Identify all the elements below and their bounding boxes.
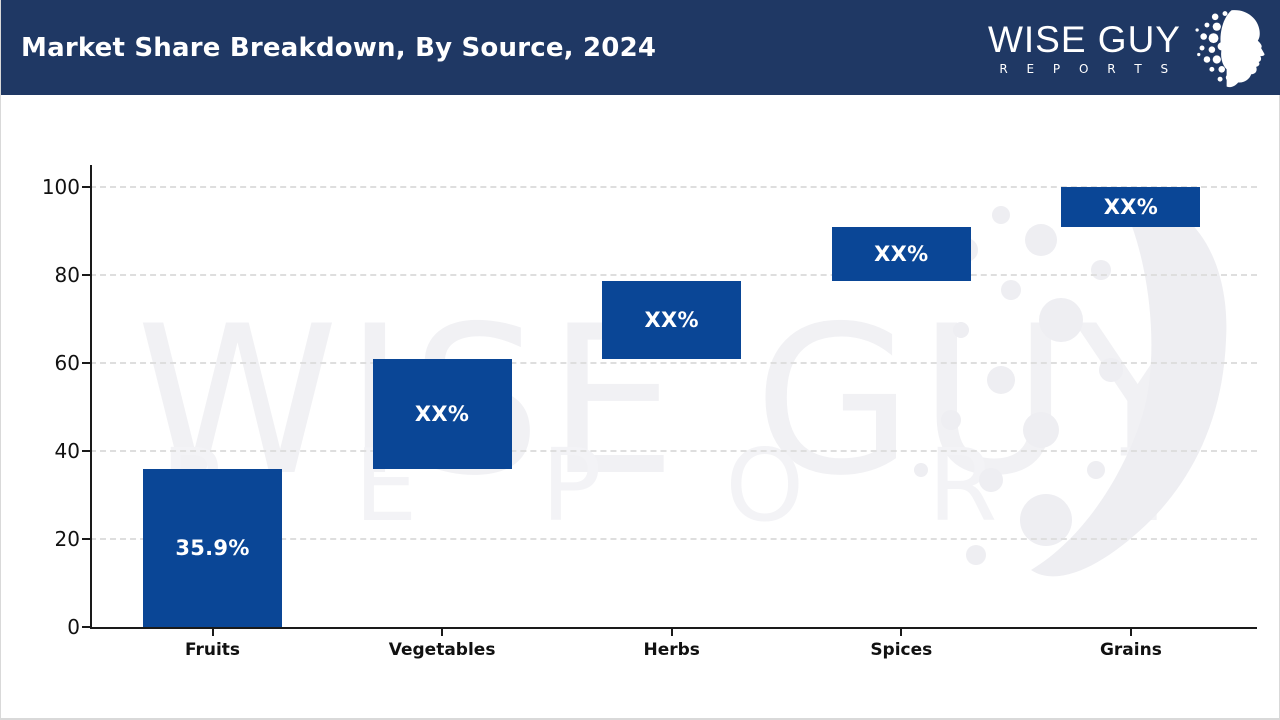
y-tick-label-20: 20 [54,527,80,551]
category-label-vegetables: Vegetables [388,640,496,660]
y-tick-label-100: 100 [41,175,80,199]
waterfall-bar-spices: XX% [831,227,971,282]
y-tickmark-20 [82,538,90,540]
x-tickmark-fruits [211,629,214,636]
gridline-60 [90,362,1257,364]
x-tickmark-vegetables [441,629,444,636]
y-tickmark-0 [82,626,90,628]
gridline-40 [90,450,1257,452]
bar-value-label-herbs: XX% [644,308,699,333]
x-tickmark-grains [1129,629,1132,636]
category-label-grains: Grains [1099,640,1162,660]
waterfall-bar-herbs: XX% [602,281,742,360]
logo-subtitle: R E P O R T S [999,61,1176,76]
gridline-80 [90,274,1257,276]
gridline-100 [90,186,1257,188]
waterfall-bar-fruits: 35.9% [143,469,282,627]
wise-guy-logo: WISE GUY R E P O R T S [988,7,1267,89]
header: Market Share Breakdown, By Source, 2024 … [1,0,1280,95]
y-tickmark-60 [82,362,90,364]
y-tickmark-100 [82,186,90,188]
page-title: Market Share Breakdown, By Source, 2024 [21,32,657,63]
logo-wordmark: WISE GUY [987,18,1181,60]
y-tick-label-60: 60 [54,351,80,375]
y-tickmark-40 [82,450,90,452]
waterfall-bar-grains: XX% [1061,187,1201,228]
category-label-fruits: Fruits [184,640,241,660]
category-label-herbs: Herbs [643,640,700,660]
y-tick-label-80: 80 [54,263,80,287]
bar-value-label-vegetables: XX% [414,402,470,427]
waterfall-bar-vegetables: XX% [372,359,512,470]
logo-head-icon [1195,9,1265,87]
y-tick-label-40: 40 [54,439,80,463]
bar-value-label-fruits: 35.9% [175,536,250,560]
bar-value-label-grains: XX% [1103,195,1159,220]
x-tickmark-herbs [670,629,673,636]
x-tickmark-spices [900,629,903,636]
bar-value-label-spices: XX% [874,242,929,267]
gridline-20 [90,538,1257,540]
logo-text: WISE GUY R E P O R T S [988,21,1181,75]
y-axis-spine [90,165,92,629]
y-tickmark-80 [82,274,90,276]
x-axis-spine [90,627,1257,629]
category-label-spices: Spices [870,640,933,660]
y-tick-label-0: 0 [67,615,80,639]
